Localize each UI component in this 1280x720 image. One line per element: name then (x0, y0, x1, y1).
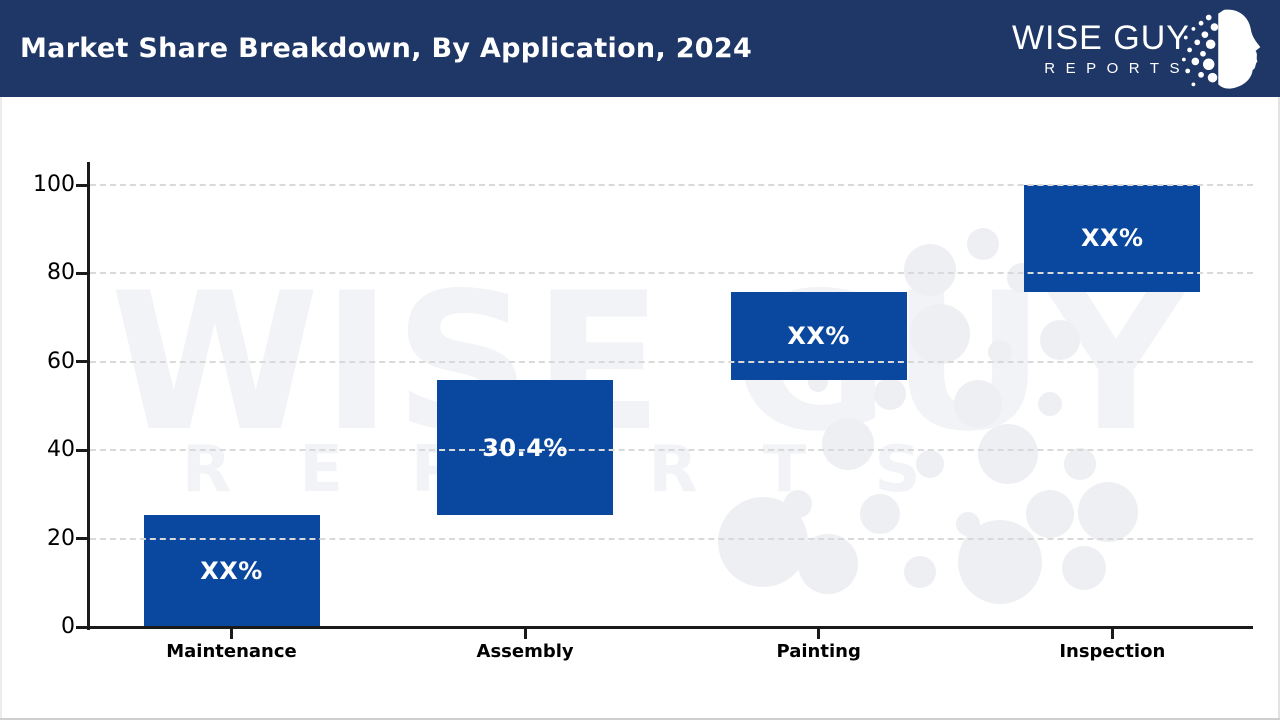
y-axis-tick-20 (76, 537, 87, 541)
gridline-40 (90, 449, 1253, 452)
bar-value-label-painting: XX% (787, 321, 850, 350)
y-axis-tick-60 (76, 360, 87, 364)
bar-value-label-assembly: 30.4% (482, 433, 568, 462)
bar-value-label-inspection: XX% (1081, 224, 1144, 253)
y-axis-tick-label-20: 20 (47, 525, 75, 551)
x-axis-label-maintenance: Maintenance (166, 641, 297, 662)
gridline-100 (90, 184, 1253, 186)
x-axis-label-inspection: Inspection (1059, 641, 1166, 662)
x-axis-label-painting: Painting (776, 641, 861, 662)
x-axis (86, 625, 1253, 629)
gridline-80 (90, 272, 1253, 275)
y-axis-tick-80 (76, 271, 87, 275)
x-axis-tick-inspection (1110, 628, 1114, 639)
y-axis-tick-label-80: 80 (47, 260, 75, 286)
y-axis-tick-0 (76, 625, 87, 629)
bar-maintenance (143, 514, 320, 627)
bar-value-label-maintenance: XX% (200, 556, 263, 585)
page-title: Market Share Breakdown, By Application, … (20, 33, 753, 64)
logo-text: WISE GUY REPORTS (1011, 19, 1190, 77)
logo-face-icon (1181, 9, 1261, 89)
y-axis-tick-label-0: 0 (61, 614, 75, 639)
logo-wiseguy-label: WISE GUY (1011, 19, 1190, 58)
x-axis-tick-painting (817, 628, 821, 639)
y-axis-tick-label-100: 100 (33, 172, 75, 197)
x-axis-label-assembly: Assembly (476, 641, 574, 662)
header: Market Share Breakdown, By Application, … (0, 0, 1280, 97)
bar-assembly (437, 380, 614, 515)
x-axis-tick-maintenance (230, 628, 233, 639)
y-axis-tick-40 (76, 448, 87, 452)
y-axis-tick-label-40: 40 (47, 437, 75, 463)
logo-reports-label: REPORTS (1044, 59, 1190, 77)
y-axis (86, 162, 90, 630)
y-axis-tick-100 (76, 183, 87, 187)
wise-guy-reports-logo: WISE GUY REPORTS (1012, 7, 1272, 91)
bar-painting (730, 291, 907, 381)
gridline-20 (90, 537, 1253, 540)
y-axis-tick-label-60: 60 (47, 348, 75, 374)
gridline-60 (90, 360, 1253, 363)
x-axis-tick-assembly (523, 628, 527, 639)
